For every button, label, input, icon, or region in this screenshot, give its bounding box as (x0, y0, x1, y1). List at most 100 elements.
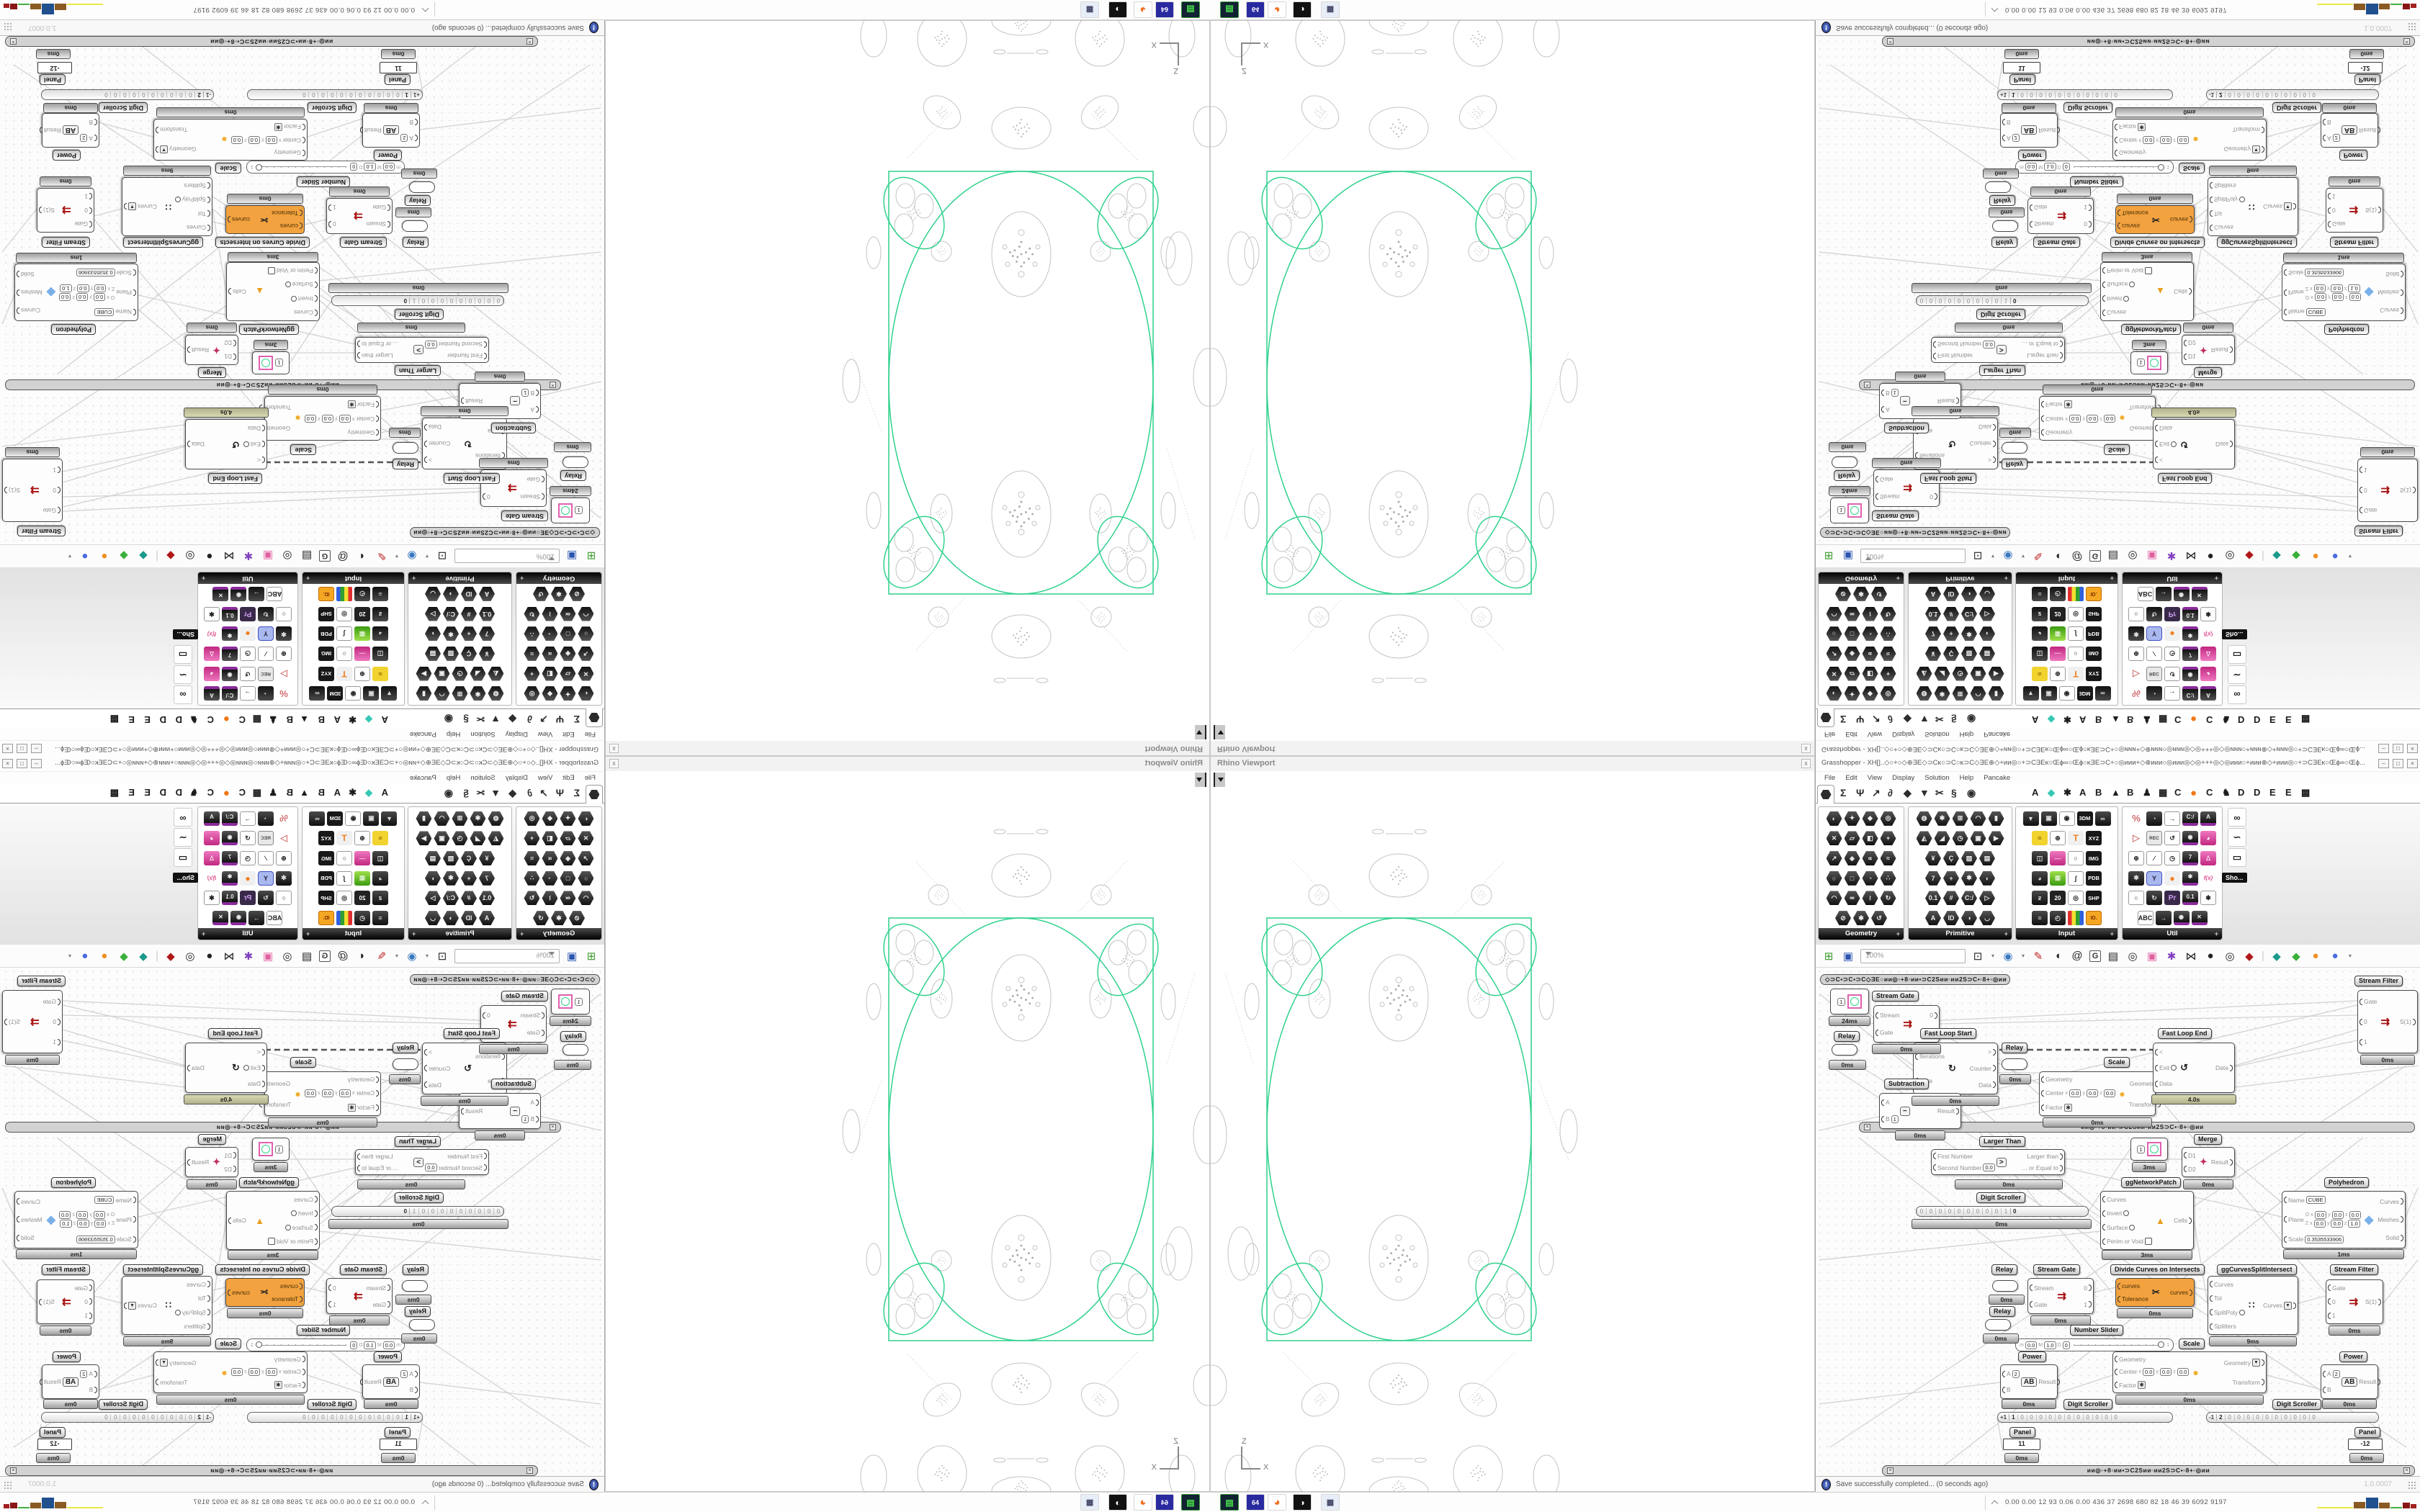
output-param[interactable]: > (424, 1048, 450, 1056)
output-jack[interactable] (2230, 1064, 2233, 1071)
scroller-digit[interactable]: 0 (120, 1414, 130, 1421)
gh-component[interactable]: Curves Invert Surface Perim or Void ▲ Cells (2100, 262, 2194, 321)
param-value[interactable]: 2 (2012, 1369, 2020, 1378)
component-icon[interactable]: ✱ (276, 626, 292, 642)
component-icon[interactable]: ✱ (1853, 587, 1869, 601)
relay-node[interactable] (1992, 220, 2018, 232)
component-icon[interactable]: ○ (276, 606, 292, 621)
component-icon[interactable]: ∝ (1862, 851, 1878, 866)
output-jack[interactable] (156, 1379, 158, 1386)
scroller-digit[interactable]: 0 (2045, 1414, 2055, 1421)
tab-plugin-0[interactable]: A (381, 714, 388, 725)
input-param[interactable]: Splitters (175, 1323, 210, 1330)
input-param[interactable]: Factor ✱ (2041, 400, 2115, 409)
param-value[interactable]: 0.0 (321, 1089, 334, 1097)
input-jack[interactable] (387, 1284, 390, 1291)
component-icon[interactable]: ≈ (372, 831, 388, 846)
output-jack[interactable] (328, 204, 331, 211)
gh-component[interactable]: curves Tolerance ✂ curves (225, 1278, 305, 1307)
input-jack[interactable] (2030, 1284, 2033, 1291)
toolbar-icon-9[interactable]: @ (2071, 950, 2083, 962)
component-icon[interactable]: C:/ (222, 686, 238, 701)
scroller-digit[interactable]: 0 (337, 1414, 347, 1421)
output-param[interactable]: curves (2170, 216, 2192, 223)
input-param[interactable]: Surface (268, 281, 318, 288)
param-value[interactable]: 0.0 (339, 415, 351, 423)
output-param[interactable]: Counter (1970, 1065, 1996, 1072)
component-icon[interactable]: ◷ (452, 831, 468, 845)
param-value[interactable]: 0.0 (77, 1220, 89, 1228)
output-jack[interactable] (359, 1378, 363, 1385)
component-icon[interactable]: — (354, 646, 370, 661)
tab-plugin-17[interactable]: ▩ (2301, 714, 2311, 725)
component-icon[interactable]: ✱ (551, 911, 567, 925)
menu-item-view[interactable]: View (537, 774, 553, 782)
output-jack[interactable] (357, 1164, 360, 1171)
input-jack[interactable] (2328, 1312, 2331, 1319)
toolbar-icon-10[interactable]: G (319, 550, 331, 562)
node-value[interactable]: 1 (275, 1145, 283, 1153)
output-jack[interactable] (1993, 1065, 1996, 1072)
tab-plugin-1[interactable]: ◆ (2048, 787, 2055, 798)
input-jack[interactable] (2210, 1323, 2213, 1330)
toolbar-icon-5[interactable]: ◉ (407, 549, 417, 562)
scroller-digit[interactable]: 0 (447, 297, 457, 304)
toolbar-icon-17[interactable]: ◎ (2225, 549, 2235, 562)
input-jack[interactable] (415, 119, 418, 126)
component-icon[interactable]: ◑ (1961, 911, 1977, 926)
output-param[interactable]: Result (187, 1158, 209, 1166)
input-jack[interactable] (133, 269, 136, 276)
toolbar-icon-6[interactable]: ▾ (2021, 553, 2025, 559)
tab-plugin-2[interactable]: ✱ (349, 714, 357, 725)
param-value[interactable]: 1.0 (60, 284, 72, 292)
scroller-digit[interactable]: 0 (356, 91, 366, 98)
component-icon[interactable]: ◕ (372, 626, 388, 642)
output-param[interactable]: ... or Equal to (2022, 1164, 2063, 1171)
component-icon[interactable]: ID (1943, 587, 1959, 601)
digit-scroller[interactable]: -1 2 0 0 0 0 0 0 0 0 0 0 (2206, 1412, 2379, 1423)
menu-item-pancake[interactable]: Pancake (409, 730, 436, 738)
digit-scroller[interactable]: -1 2 0 0 0 0 0 0 0 0 0 0 (41, 89, 214, 100)
output-param[interactable]: > (424, 456, 450, 464)
output-param[interactable]: Curves (2378, 1198, 2403, 1205)
scroller-digit[interactable]: 0 (2073, 1414, 2083, 1421)
chevron-up-icon[interactable] (1991, 1500, 1999, 1508)
component-icon[interactable]: ○ (276, 891, 292, 906)
component-icon[interactable]: 7 (222, 646, 238, 661)
input-jack[interactable] (2002, 1370, 2005, 1377)
toolbar-icon-21[interactable]: ◆ (2292, 950, 2300, 963)
output-param[interactable]: 0 (328, 1284, 336, 1292)
param-value[interactable]: 2 (80, 134, 88, 143)
input-param[interactable]: Exit (2155, 1064, 2177, 1071)
relay-node[interactable] (2002, 442, 2027, 454)
gh-component[interactable]: A 2 B AB Result (39, 113, 99, 148)
output-jack[interactable] (228, 1217, 231, 1224)
component-icon[interactable]: ↻ (258, 606, 274, 621)
menu-item-help[interactable]: Help (1959, 730, 1974, 738)
component-icon[interactable]: ◎ (1881, 686, 1896, 701)
group-label-bar[interactable]: ◇⊃C▪⊃C▪⊃C◇ƎE○ии◎▫+8▫ии▪⊃C2Sии▫ии2S⊃C▪▫8+… (410, 974, 600, 985)
output-param[interactable]: S(1) (2400, 487, 2416, 494)
palette-more-icon[interactable]: + (2004, 930, 2008, 937)
scroller-digit[interactable]: 0 (309, 91, 319, 98)
resize-grip[interactable] (2408, 22, 2416, 31)
scroller-digit[interactable]: 0 (2110, 91, 2120, 98)
taskbar-app-icon-1[interactable]: 64 (1246, 1494, 1265, 1511)
input-jack[interactable] (233, 354, 236, 360)
tab-plugin-2[interactable]: ✱ (2063, 787, 2071, 798)
input-param[interactable]: Center x 0.0 y 0.0 z 0.0 (230, 136, 305, 145)
scroller-digit[interactable]: 0 (2101, 91, 2111, 98)
component-icon[interactable]: ✕ (2191, 911, 2208, 926)
input-jack[interactable] (133, 308, 136, 315)
component-icon[interactable]: ∕ (2146, 646, 2162, 661)
viewport-canvas[interactable] (604, 757, 1209, 1493)
output-jack[interactable] (2413, 487, 2416, 494)
component-icon[interactable]: ∝ (542, 647, 558, 661)
mini-palette-icon-0[interactable]: ∞ (174, 685, 192, 704)
gh-component[interactable]: Curves Tol SplitPoly Splitters ∷ Curves ▼ (122, 177, 212, 236)
